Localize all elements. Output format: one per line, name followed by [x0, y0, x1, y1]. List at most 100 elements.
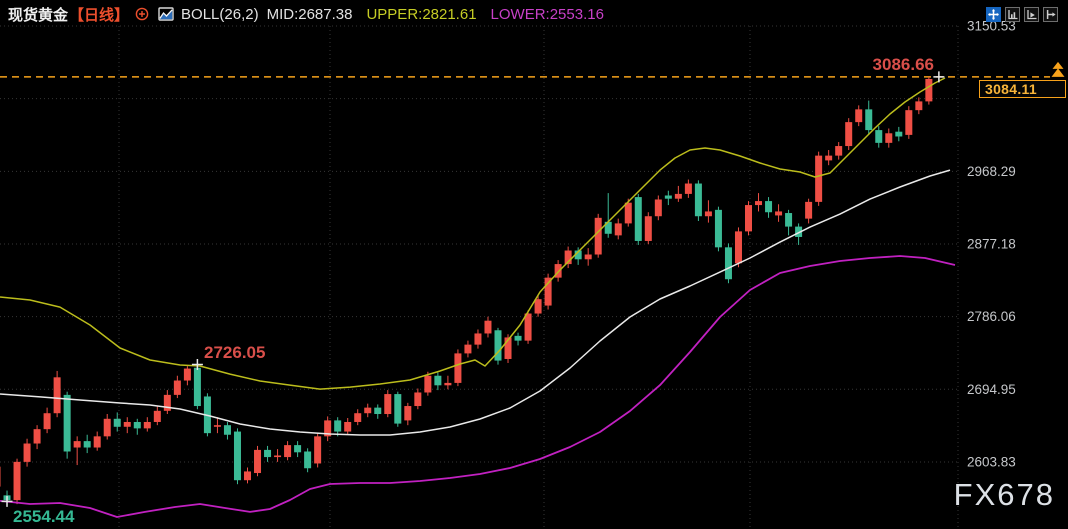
- candle-body: [805, 201, 813, 219]
- candle-body: [574, 250, 582, 260]
- watermark: FX678: [953, 477, 1055, 512]
- candle-body: [604, 221, 612, 234]
- swing-marker-cross: [191, 359, 203, 371]
- candle-body: [13, 461, 21, 501]
- axis-play-scale-button[interactable]: [1024, 6, 1039, 22]
- boll-upper-value: UPPER:2821.61: [366, 5, 477, 23]
- candle-body: [244, 471, 251, 481]
- candle-body: [394, 394, 402, 424]
- candle-body: [274, 455, 282, 458]
- shift-right-button[interactable]: [1043, 6, 1058, 22]
- candle-body: [404, 406, 412, 421]
- candle-body: [704, 211, 712, 217]
- candle-body: [464, 344, 472, 354]
- candle-body: [684, 183, 692, 194]
- candle-body: [324, 420, 332, 437]
- candle-body: [33, 429, 41, 444]
- candle-body: [514, 335, 522, 341]
- candle-body: [564, 250, 572, 265]
- y-axis-label: 2694.95: [967, 382, 1016, 397]
- candle-body: [0, 466, 1, 487]
- candle-body: [434, 375, 442, 386]
- candle-body: [875, 130, 883, 143]
- indicator-settings-button[interactable]: [158, 7, 174, 21]
- price-up-arrow-icon: [1051, 61, 1065, 77]
- candle-body: [123, 421, 131, 427]
- candle-body: [484, 320, 492, 334]
- arrow-exit-right-icon: [1046, 9, 1056, 19]
- axis-play-icon: [1027, 9, 1037, 19]
- candle-body: [845, 122, 853, 147]
- candle-body: [775, 211, 783, 216]
- y-axis-label: 3150.53: [967, 19, 1016, 34]
- candle-body: [43, 413, 51, 430]
- candle-body: [815, 155, 823, 202]
- candle-body: [785, 213, 793, 227]
- candle-body: [654, 199, 662, 217]
- candle-body: [765, 201, 773, 213]
- candle-body: [254, 449, 262, 474]
- candle-body: [223, 425, 231, 435]
- candle-body: [504, 337, 512, 359]
- symbol-name: 现货黄金: [8, 6, 69, 24]
- current-price-value: 3084.11: [985, 80, 1037, 97]
- add-compare-button[interactable]: [135, 7, 149, 21]
- swing-low-annotation: 2554.44: [13, 507, 75, 526]
- candle-body: [474, 333, 482, 345]
- candle-body: [634, 197, 642, 241]
- y-axis-label: 2603.83: [967, 454, 1016, 469]
- candle-body: [554, 264, 562, 278]
- candle-body: [193, 367, 201, 407]
- axis-auto-scale-button[interactable]: [1005, 6, 1020, 22]
- candle-body: [213, 425, 221, 427]
- boll-mid-value: MID:2687.38: [266, 5, 353, 23]
- candle-body: [264, 449, 272, 458]
- circle-plus-icon: [135, 7, 149, 21]
- candle-body: [584, 254, 592, 260]
- candle-body: [93, 436, 101, 448]
- candle-body: [294, 445, 302, 453]
- candle-body: [103, 418, 111, 437]
- candle-body: [23, 443, 31, 462]
- crosshair-icon: [988, 8, 999, 20]
- candle-body: [454, 353, 462, 383]
- candle-body: [895, 131, 903, 137]
- candle-body: [444, 382, 452, 386]
- candle-body: [544, 277, 552, 306]
- candle-body: [524, 313, 532, 341]
- candle-body: [614, 223, 622, 236]
- candle-body: [835, 146, 843, 156]
- timeframe-label: 【日线】: [69, 6, 130, 24]
- candle-body: [344, 421, 352, 432]
- chart-header: 现货黄金 【日线】 BOLL(26,2) MID:2687.38 UPPER:2…: [0, 0, 1068, 26]
- candle-body: [855, 109, 863, 123]
- candle-body: [183, 368, 191, 381]
- candle-body: [83, 441, 91, 448]
- candle-body: [694, 183, 702, 217]
- axis-bars-icon: [1008, 9, 1018, 19]
- candle-body: [143, 421, 151, 429]
- candle-body: [755, 201, 763, 206]
- candle-body: [795, 226, 803, 237]
- candle-body: [885, 133, 893, 143]
- candle-body: [734, 231, 742, 264]
- candle-body: [364, 407, 372, 414]
- candle-body: [745, 205, 752, 232]
- candle-body: [905, 110, 913, 135]
- candle-body: [494, 330, 502, 361]
- candle-body: [53, 377, 61, 414]
- candle-body: [233, 431, 241, 481]
- candle-body: [865, 109, 873, 131]
- candle-body: [664, 195, 672, 199]
- candle-body: [594, 217, 602, 255]
- indicator-name-label[interactable]: BOLL(26,2): [181, 5, 259, 23]
- candle-body: [674, 193, 682, 199]
- candle-body: [825, 155, 833, 161]
- crosshair-pan-button[interactable]: [986, 6, 1001, 22]
- boll-lower-value: LOWER:2553.16: [490, 5, 604, 23]
- bollinger-lower-band: [0, 255, 956, 518]
- swing-marker-cross: [1, 495, 13, 507]
- current-price-box: 3084.11: [979, 79, 1066, 98]
